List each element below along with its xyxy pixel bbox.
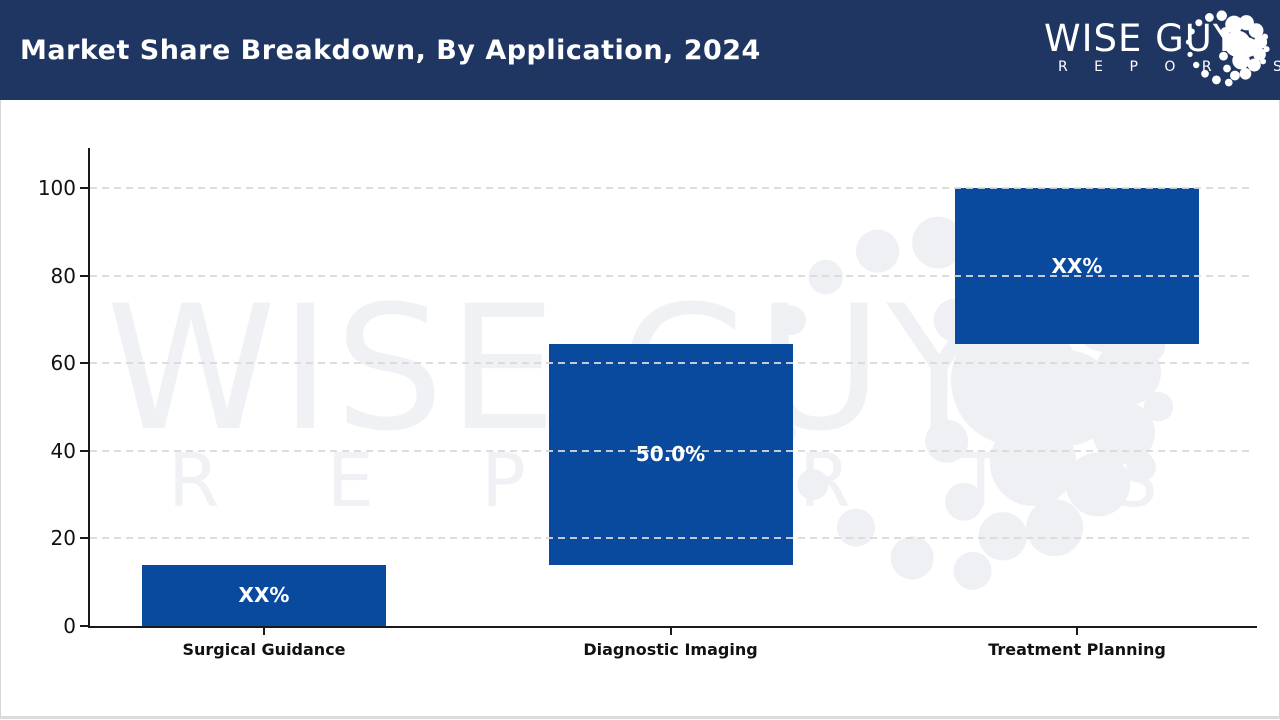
y-tick-mark bbox=[80, 274, 88, 277]
bar-value-label: XX% bbox=[1051, 253, 1103, 278]
x-axis-line bbox=[88, 626, 1257, 628]
brand-wordmark: WISE GUY bbox=[1044, 17, 1237, 60]
y-tick-mark bbox=[80, 187, 88, 190]
y-tick-label: 40 bbox=[50, 438, 76, 463]
bar-value-label: XX% bbox=[238, 583, 290, 608]
brand-dot-head-icon bbox=[1185, 10, 1270, 87]
x-tick-label: Treatment Planning bbox=[988, 640, 1166, 659]
y-tick-label: 100 bbox=[37, 176, 76, 201]
chart-title: Market Share Breakdown, By Application, … bbox=[20, 35, 761, 66]
header-bar: Market Share Breakdown, By Application, … bbox=[0, 0, 1280, 100]
x-tick-mark bbox=[669, 628, 672, 635]
x-tick-mark bbox=[263, 628, 265, 635]
y-tick-label: 80 bbox=[50, 263, 76, 288]
gridline-60 bbox=[90, 362, 1253, 365]
y-tick-label: 20 bbox=[50, 526, 76, 551]
brand-logo: WISE GUY R E P O R T S bbox=[980, 0, 1280, 100]
x-tick-label: Surgical Guidance bbox=[182, 640, 346, 659]
y-tick-label: 0 bbox=[63, 614, 76, 638]
bar-segment bbox=[142, 564, 386, 626]
y-axis-line bbox=[88, 148, 90, 628]
y-tick-mark bbox=[80, 362, 88, 365]
bar-segment bbox=[548, 343, 793, 565]
gridline-80 bbox=[90, 274, 1253, 277]
bar-segment bbox=[955, 188, 1199, 344]
gridline-100 bbox=[90, 187, 1253, 190]
gridline-20 bbox=[90, 537, 1253, 540]
gridline-40 bbox=[90, 449, 1253, 452]
y-tick-mark bbox=[80, 625, 88, 627]
y-tick-mark bbox=[80, 449, 88, 452]
bar-value-label: 50.0% bbox=[635, 442, 706, 467]
y-tick-label: 60 bbox=[50, 351, 76, 376]
x-tick-mark bbox=[1076, 628, 1078, 635]
y-tick-mark bbox=[80, 537, 88, 540]
x-tick-label: Diagnostic Imaging bbox=[583, 640, 758, 659]
